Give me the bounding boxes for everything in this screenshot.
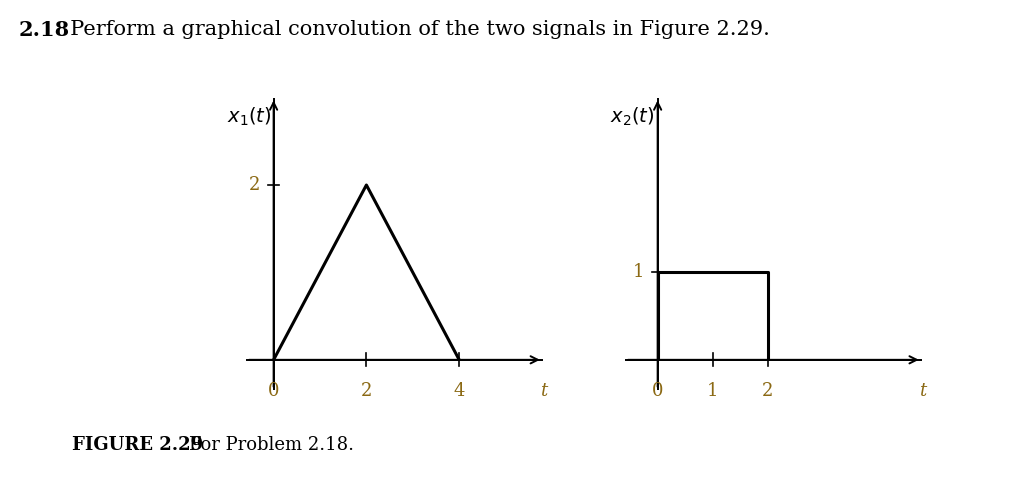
Text: t: t [919, 383, 926, 400]
Text: 2: 2 [360, 383, 372, 400]
Text: FIGURE 2.29: FIGURE 2.29 [72, 436, 203, 454]
Text: 1: 1 [633, 264, 644, 282]
Text: $x_2(t)$: $x_2(t)$ [610, 105, 655, 128]
Text: 1: 1 [707, 383, 719, 400]
Text: 0: 0 [268, 383, 280, 400]
Text: 2: 2 [762, 383, 773, 400]
Text: Perform a graphical convolution of the two signals in Figure 2.29.: Perform a graphical convolution of the t… [57, 20, 770, 39]
Text: $x_1(t)$: $x_1(t)$ [226, 105, 271, 128]
Text: t: t [541, 383, 548, 400]
Text: For Problem 2.18.: For Problem 2.18. [166, 436, 354, 454]
Text: 4: 4 [454, 383, 465, 400]
Text: 0: 0 [652, 383, 664, 400]
Text: 2.18: 2.18 [18, 20, 70, 40]
Text: 2: 2 [249, 176, 260, 194]
